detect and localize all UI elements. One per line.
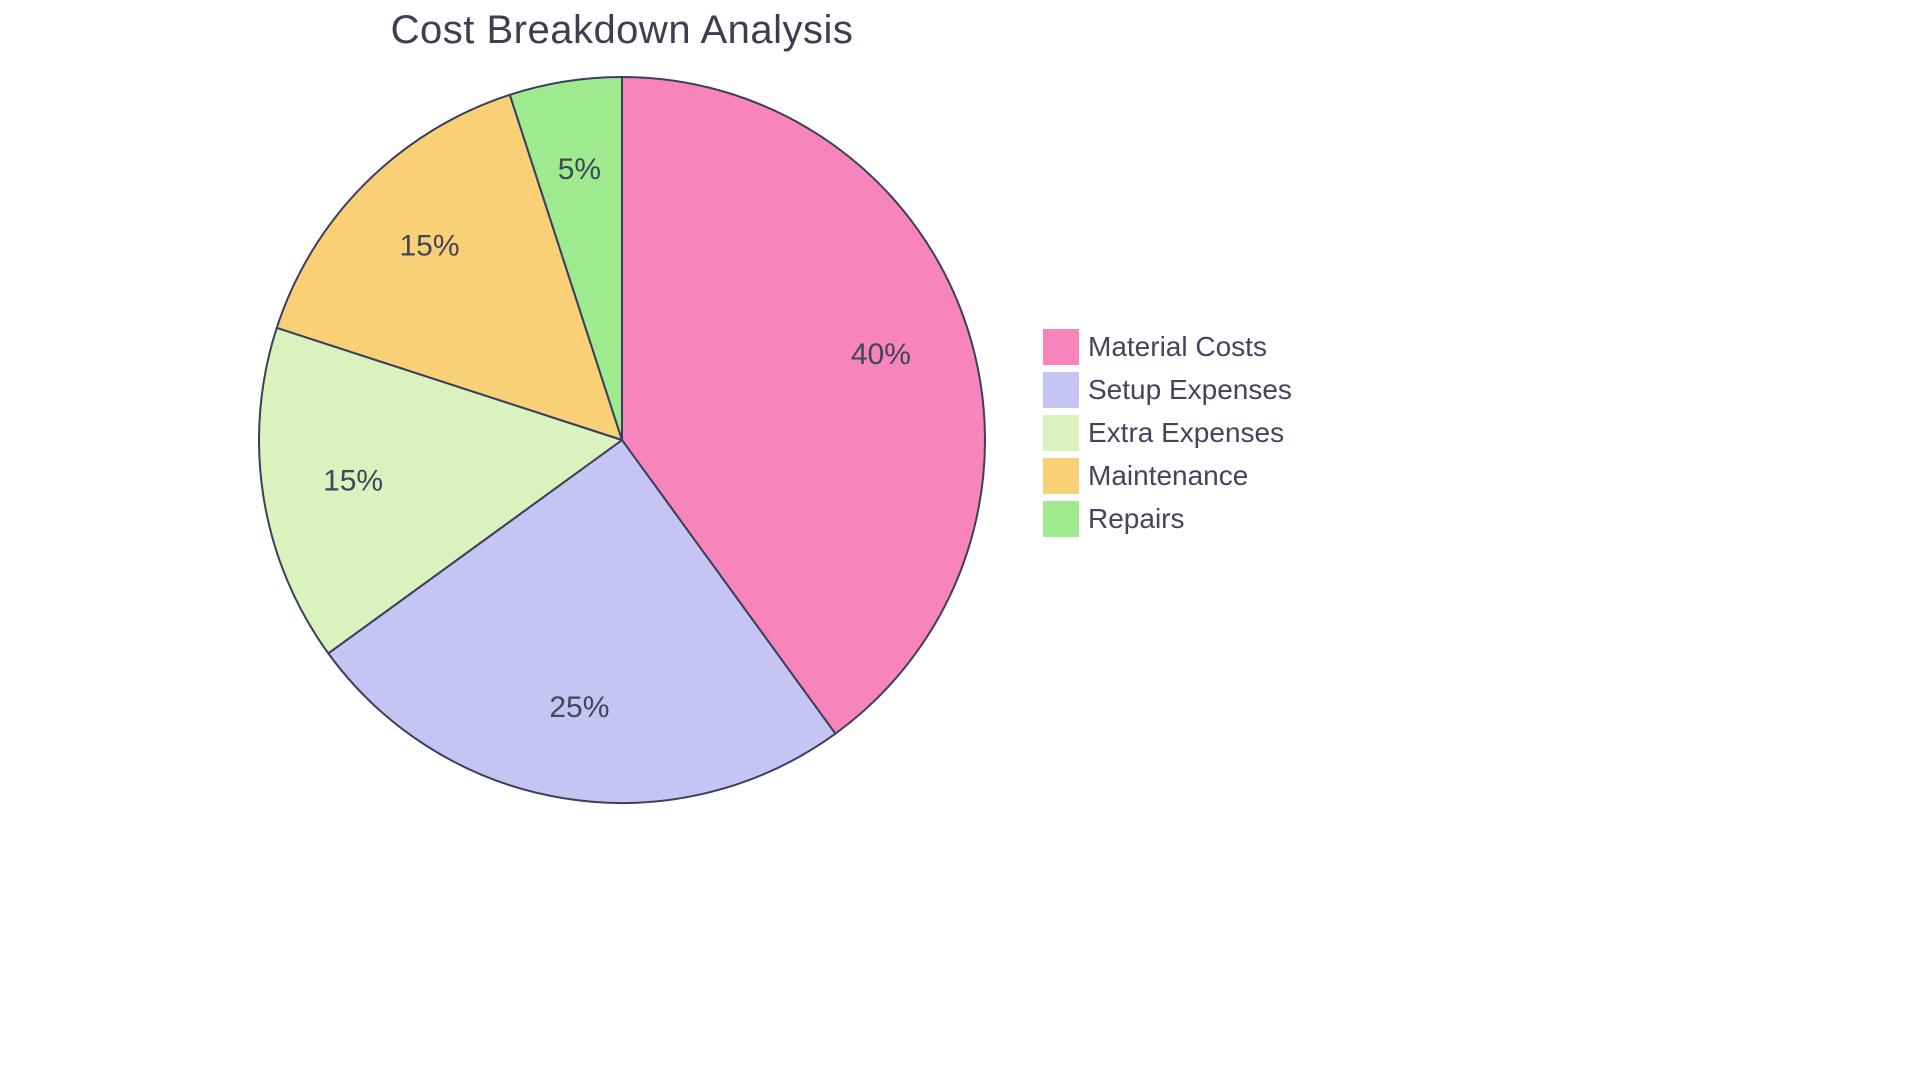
pie-slice-setup-expenses[interactable] (327, 439, 837, 804)
slice-value-label-setup-expenses: 25% (549, 691, 609, 724)
legend-label-setup-expenses: Setup Expenses (1088, 374, 1292, 405)
legend-item-material-costs[interactable]: Material Costs (1043, 329, 1292, 365)
slice-value-label-maintenance: 15% (399, 229, 459, 262)
legend-label-material-costs: Material Costs (1088, 331, 1267, 362)
legend-item-repairs[interactable]: Repairs (1043, 501, 1292, 537)
legend-label-maintenance: Maintenance (1088, 460, 1249, 491)
legend-swatch-repairs (1043, 501, 1079, 537)
pie-slice-extra-expenses[interactable] (258, 326, 623, 655)
legend-swatch-setup-expenses (1043, 372, 1079, 408)
legend-label-repairs: Repairs (1088, 503, 1185, 534)
slice-value-label-repairs: 5% (558, 153, 601, 186)
legend-swatch-material-costs (1043, 329, 1079, 365)
chart-title: Cost Breakdown Analysis (390, 8, 854, 52)
legend-item-maintenance[interactable]: Maintenance (1043, 458, 1292, 494)
legend-swatch-maintenance (1043, 458, 1079, 494)
slice-value-label-material-costs: 40% (851, 338, 911, 371)
pie-slice-maintenance[interactable] (275, 93, 623, 441)
legend-swatch-extra-expenses (1043, 415, 1079, 451)
slice-value-label-extra-expenses: 15% (323, 465, 383, 498)
pie-slice-material-costs[interactable] (621, 76, 986, 735)
legend-item-setup-expenses[interactable]: Setup Expenses (1043, 372, 1292, 408)
pie-slice-repairs[interactable] (508, 76, 623, 441)
legend: Material Costs Setup Expenses Extra Expe… (1043, 329, 1292, 537)
legend-item-extra-expenses[interactable]: Extra Expenses (1043, 415, 1292, 451)
legend-label-extra-expenses: Extra Expenses (1088, 417, 1285, 448)
